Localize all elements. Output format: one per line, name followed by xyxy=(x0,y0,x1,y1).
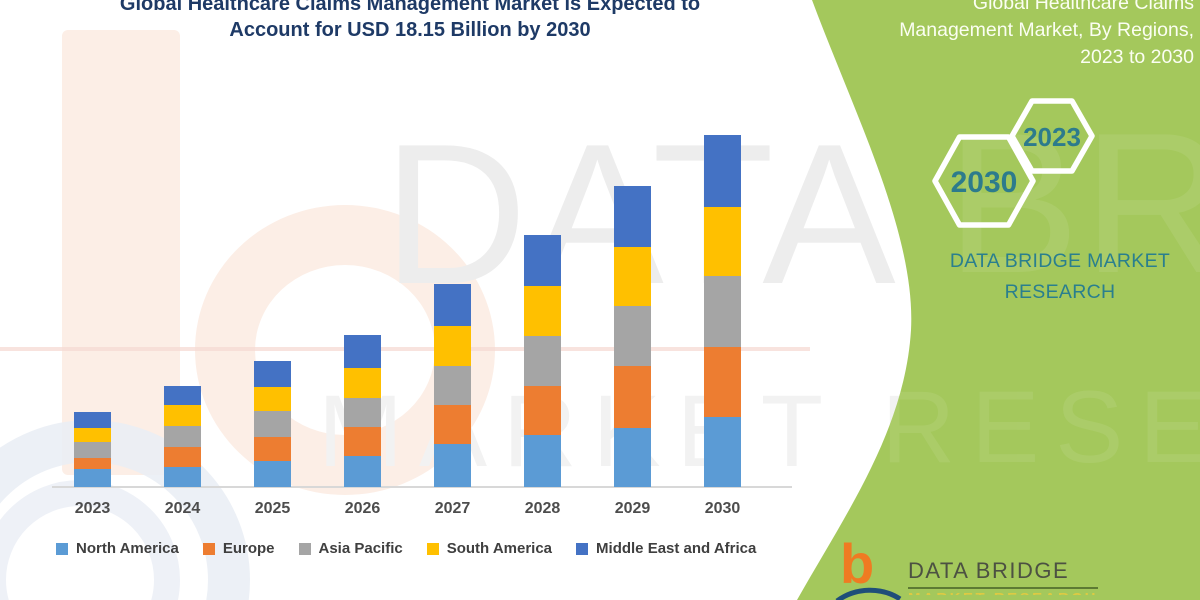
bar-segment-south-america[interactable] xyxy=(344,368,381,398)
legend-label: North America xyxy=(76,540,179,557)
bar-segment-asia-pacific[interactable] xyxy=(344,398,381,427)
legend-label: Middle East and Africa xyxy=(596,540,757,557)
x-axis-label-2025: 2025 xyxy=(254,500,291,517)
x-axis-label-2027: 2027 xyxy=(434,500,471,517)
hexagon-badge-2023: 2023 xyxy=(1009,98,1095,174)
legend-item-asia-pacific[interactable]: Asia Pacific xyxy=(298,540,403,557)
logo-subtext-clipped: MARKET RESEARCH xyxy=(908,590,1098,595)
bar-segment-south-america[interactable] xyxy=(254,387,291,411)
stacked-bar-2030[interactable] xyxy=(704,135,741,487)
legend-swatch-icon xyxy=(298,542,311,555)
hexagon-outline-icon xyxy=(1009,98,1095,174)
watermark-on-green-marketresearch: MARKET RESEARCH xyxy=(318,370,1200,484)
bar-segment-asia-pacific[interactable] xyxy=(524,336,561,386)
bar-segment-europe[interactable] xyxy=(524,386,561,435)
brand-name-line1: DATA BRIDGE MARKET xyxy=(949,250,1171,272)
bar-segment-south-america[interactable] xyxy=(614,247,651,306)
bar-segment-asia-pacific[interactable] xyxy=(254,411,291,437)
bar-segment-asia-pacific[interactable] xyxy=(614,306,651,366)
logo-glyph: b xyxy=(835,534,902,600)
stacked-bar-2028[interactable] xyxy=(524,235,561,487)
hexagon-year-2030: 2030 xyxy=(951,166,1018,199)
x-axis-label-2026: 2026 xyxy=(344,500,381,517)
bar-segment-asia-pacific[interactable] xyxy=(704,276,741,347)
legend-swatch-icon xyxy=(576,542,589,555)
side-panel-title-line3: 2023 to 2030 xyxy=(1080,46,1194,68)
bar-segment-europe[interactable] xyxy=(614,366,651,428)
hexagon-outline-icon xyxy=(932,134,1036,228)
hexagon-year-2023: 2023 xyxy=(1023,122,1081,152)
footer-logo: b DATA BRIDGE MARKET RESEARCH xyxy=(835,534,1099,600)
bar-segment-europe[interactable] xyxy=(704,347,741,417)
bar-segment-south-america[interactable] xyxy=(524,286,561,336)
x-axis-label-2029: 2029 xyxy=(614,500,651,517)
legend-item-north-america[interactable]: North America xyxy=(56,540,179,557)
bar-segment-middle-east-and-africa[interactable] xyxy=(344,335,381,368)
legend-swatch-icon xyxy=(56,542,68,555)
brand-name-text: DATA BRIDGE MARKET RESEARCH xyxy=(925,246,1195,308)
logo-swoosh-icon xyxy=(835,587,902,600)
side-panel-title: Global Healthcare Claims Management Mark… xyxy=(820,0,1194,71)
legend-item-middle-east-and-africa[interactable]: Middle East and Africa xyxy=(576,540,756,557)
bar-segment-south-america[interactable] xyxy=(704,207,741,276)
logo-subtext: MARKET RESEARCH xyxy=(908,590,1098,595)
chart-title: Global Healthcare Claims Management Mark… xyxy=(40,0,780,43)
bar-segment-north-america[interactable] xyxy=(704,417,741,487)
brand-name-line2: RESEARCH xyxy=(1004,281,1116,303)
bar-segment-north-america[interactable] xyxy=(524,435,561,487)
stacked-bar-2029[interactable] xyxy=(614,186,651,487)
bar-segment-middle-east-and-africa[interactable] xyxy=(524,235,561,286)
legend-label: South America xyxy=(446,540,553,557)
legend-swatch-icon xyxy=(426,542,439,555)
bar-segment-north-america[interactable] xyxy=(614,428,651,487)
logo-brand-text: DATA BRIDGE xyxy=(908,558,1099,589)
logo-b-icon: b xyxy=(840,532,875,595)
chart-title-line1: Global Healthcare Claims Management Mark… xyxy=(119,0,701,15)
x-axis-label-2030: 2030 xyxy=(704,500,741,517)
legend-item-south-america[interactable]: South America xyxy=(426,540,553,557)
side-panel-title-line1: Global Healthcare Claims xyxy=(972,0,1194,14)
bar-segment-middle-east-and-africa[interactable] xyxy=(614,186,651,247)
hexagon-badge-2030: 2030 xyxy=(932,134,1036,228)
chart-title-line2: Account for USD 18.15 Billion by 2030 xyxy=(229,19,591,41)
x-axis-label-2028: 2028 xyxy=(524,500,561,517)
bar-segment-middle-east-and-africa[interactable] xyxy=(254,361,291,387)
bar-segment-middle-east-and-africa[interactable] xyxy=(704,135,741,207)
side-panel-title-line2: Management Market, By Regions, xyxy=(899,19,1194,41)
green-panel-shape xyxy=(797,0,1200,600)
legend-label: Asia Pacific xyxy=(318,540,403,557)
logo-text: DATA BRIDGE MARKET RESEARCH xyxy=(908,558,1099,595)
